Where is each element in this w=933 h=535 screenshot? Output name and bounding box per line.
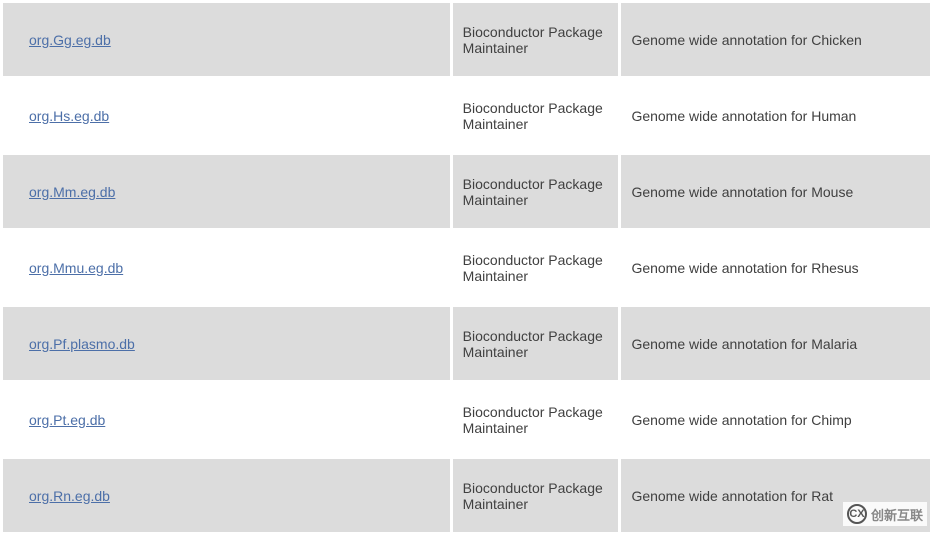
cell-maintainer: Bioconductor Package Maintainer bbox=[453, 383, 619, 456]
table-row: org.Pt.eg.db Bioconductor Package Mainta… bbox=[3, 383, 930, 456]
cell-name: org.Pf.plasmo.db bbox=[3, 307, 450, 380]
cell-maintainer: Bioconductor Package Maintainer bbox=[453, 79, 619, 152]
cell-title: Genome wide annotation for Chicken bbox=[621, 3, 930, 76]
package-link[interactable]: org.Rn.eg.db bbox=[13, 488, 110, 504]
cell-maintainer: Bioconductor Package Maintainer bbox=[453, 3, 619, 76]
cell-title: Genome wide annotation for Mouse bbox=[621, 155, 930, 228]
table-row: org.Mmu.eg.db Bioconductor Package Maint… bbox=[3, 231, 930, 304]
cell-name: org.Mmu.eg.db bbox=[3, 231, 450, 304]
cell-name: org.Pt.eg.db bbox=[3, 383, 450, 456]
watermark: CX 创新互联 bbox=[843, 502, 927, 526]
package-link[interactable]: org.Gg.eg.db bbox=[13, 32, 111, 48]
package-table: org.Gg.eg.db Bioconductor Package Mainta… bbox=[0, 0, 933, 535]
package-link[interactable]: org.Pf.plasmo.db bbox=[13, 336, 135, 352]
cell-title: Genome wide annotation for Rhesus bbox=[621, 231, 930, 304]
table-row: org.Pf.plasmo.db Bioconductor Package Ma… bbox=[3, 307, 930, 380]
cell-name: org.Rn.eg.db bbox=[3, 459, 450, 532]
package-table-body: org.Gg.eg.db Bioconductor Package Mainta… bbox=[3, 3, 930, 532]
cell-title: Genome wide annotation for Human bbox=[621, 79, 930, 152]
cell-title: Genome wide annotation for Chimp bbox=[621, 383, 930, 456]
cell-maintainer: Bioconductor Package Maintainer bbox=[453, 307, 619, 380]
watermark-logo-icon: CX bbox=[847, 504, 867, 524]
cell-name: org.Mm.eg.db bbox=[3, 155, 450, 228]
cell-maintainer: Bioconductor Package Maintainer bbox=[453, 231, 619, 304]
table-row: org.Mm.eg.db Bioconductor Package Mainta… bbox=[3, 155, 930, 228]
table-row: org.Gg.eg.db Bioconductor Package Mainta… bbox=[3, 3, 930, 76]
package-link[interactable]: org.Hs.eg.db bbox=[13, 108, 109, 124]
table-row: org.Rn.eg.db Bioconductor Package Mainta… bbox=[3, 459, 930, 532]
table-row: org.Hs.eg.db Bioconductor Package Mainta… bbox=[3, 79, 930, 152]
cell-maintainer: Bioconductor Package Maintainer bbox=[453, 155, 619, 228]
cell-maintainer: Bioconductor Package Maintainer bbox=[453, 459, 619, 532]
watermark-text: 创新互联 bbox=[871, 505, 923, 524]
cell-name: org.Hs.eg.db bbox=[3, 79, 450, 152]
package-link[interactable]: org.Pt.eg.db bbox=[13, 412, 105, 428]
cell-name: org.Gg.eg.db bbox=[3, 3, 450, 76]
package-link[interactable]: org.Mm.eg.db bbox=[13, 184, 115, 200]
package-link[interactable]: org.Mmu.eg.db bbox=[13, 260, 123, 276]
cell-title: Genome wide annotation for Malaria bbox=[621, 307, 930, 380]
